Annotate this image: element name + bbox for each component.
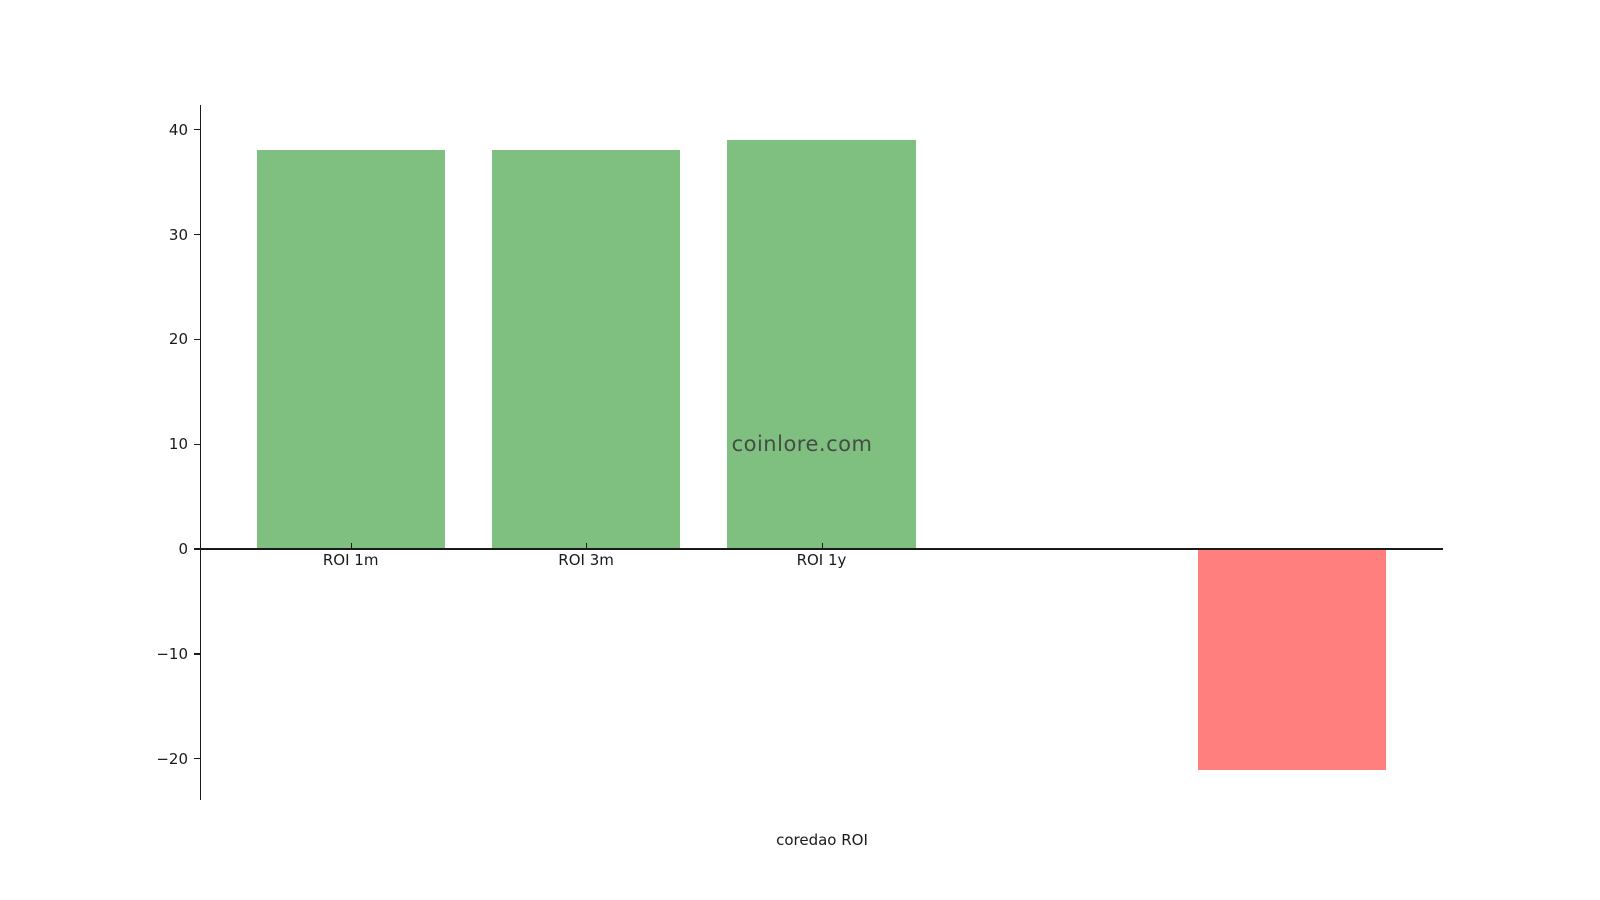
y-tick-mark [194, 758, 200, 760]
y-tick-label: −20 [156, 749, 188, 768]
y-tick-label: 20 [168, 330, 188, 349]
y-axis-spine [200, 105, 202, 800]
x-tick-mark [821, 543, 823, 550]
y-tick-mark [194, 443, 200, 445]
y-tick-label: 30 [168, 225, 188, 244]
y-tick-mark [194, 548, 200, 550]
x-tick-mark [586, 543, 588, 550]
y-tick-label: −10 [156, 644, 188, 663]
bar-roi-3m [491, 150, 681, 549]
y-tick-mark [194, 653, 200, 655]
y-tick-label: 0 [178, 540, 188, 559]
watermark-text: coinlore.com [731, 432, 873, 456]
x-axis-title: coredao ROI [776, 831, 868, 849]
x-tick-label: ROI 1m [322, 551, 379, 570]
x-tick-label: ROI 1y [796, 551, 847, 570]
bar-roi-1y [727, 139, 916, 549]
y-tick-label: 40 [168, 120, 188, 139]
x-tick-mark [350, 543, 352, 550]
y-tick-label: 10 [168, 435, 188, 454]
bar-negative [1198, 549, 1387, 770]
x-tick-label: ROI 3m [558, 551, 614, 570]
y-tick-mark [194, 338, 200, 341]
y-tick-mark [194, 129, 200, 131]
bar-roi-1m [256, 150, 445, 549]
y-tick-mark [194, 233, 200, 236]
